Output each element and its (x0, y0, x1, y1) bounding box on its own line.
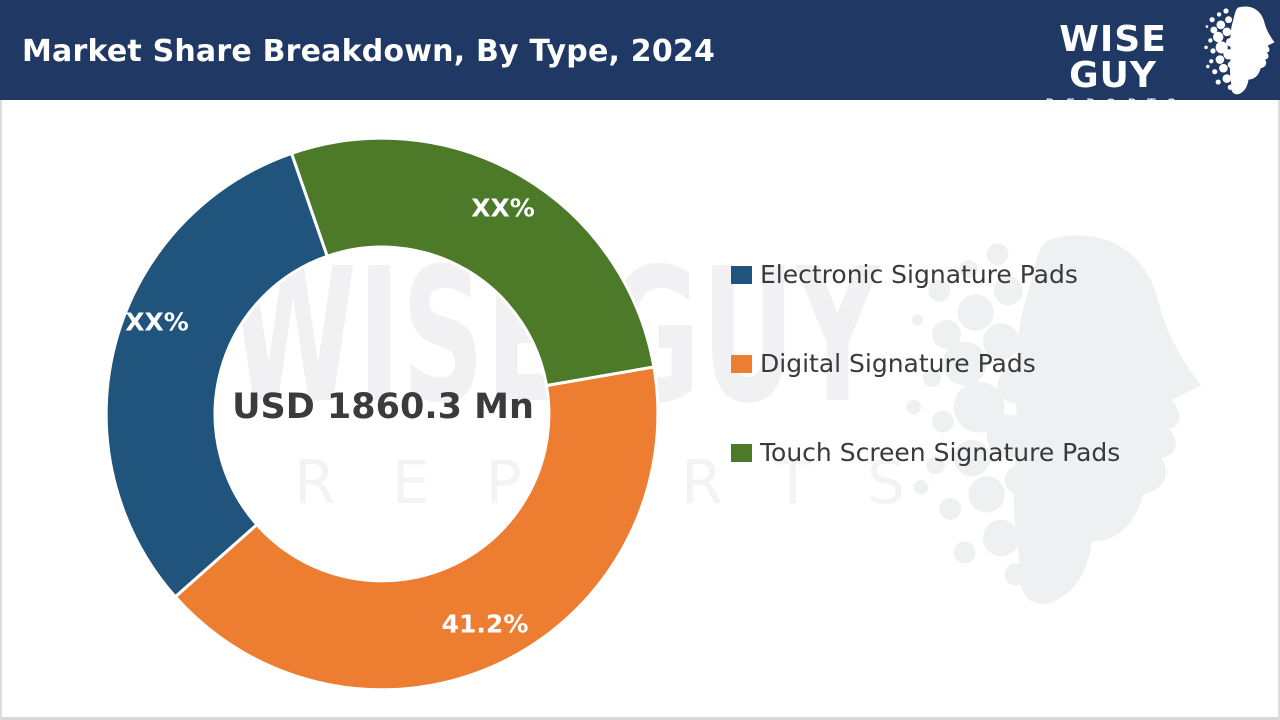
chart-canvas: WISE GUY REPORTS (0, 100, 1280, 720)
chart-legend: Electronic Signature Pads Digital Signat… (731, 260, 1121, 529)
legend-label: Touch Screen Signature Pads (760, 438, 1121, 467)
slice-digital-signature-pads[interactable] (173, 365, 660, 692)
slice-touch-screen-signature-pads[interactable] (290, 136, 656, 388)
slice-electronic-signature-pads[interactable] (104, 151, 329, 599)
brand-logo-line2: REPORTS (1045, 97, 1187, 113)
legend-swatch-orange (731, 354, 752, 373)
slice-label-touch-screen: XX% (471, 193, 535, 223)
legend-swatch-blue (731, 265, 752, 284)
brand-logo: WISE GUY REPORTS (1024, 0, 1275, 113)
legend-item-electronic-signature-pads[interactable]: Electronic Signature Pads (731, 260, 1120, 289)
slice-label-digital: 41.2% (441, 609, 529, 639)
legend-item-touch-screen-signature-pads[interactable]: Touch Screen Signature Pads (731, 438, 1121, 467)
legend-item-digital-signature-pads[interactable]: Digital Signature Pads (731, 349, 1120, 378)
slice-label-electronic: XX% (125, 307, 189, 337)
donut-chart: XX% XX% 41.2% USD 1860.3 Mn (102, 134, 662, 694)
brand-logo-line1: WISE GUY (1059, 19, 1167, 96)
donut-center-value: USD 1860.3 Mn (232, 387, 534, 427)
legend-label: Digital Signature Pads (760, 349, 1036, 378)
legend-swatch-green (731, 443, 752, 462)
brand-face-icon (1204, 6, 1275, 95)
header-bar: Market Share Breakdown, By Type, 2024 WI… (0, 0, 1280, 113)
brand-logo-text: WISE GUY REPORTS (1024, 19, 1202, 114)
watermark-face-icon (906, 235, 1202, 604)
legend-label: Electronic Signature Pads (760, 260, 1078, 289)
page-title: Market Share Breakdown, By Type, 2024 (22, 34, 716, 69)
